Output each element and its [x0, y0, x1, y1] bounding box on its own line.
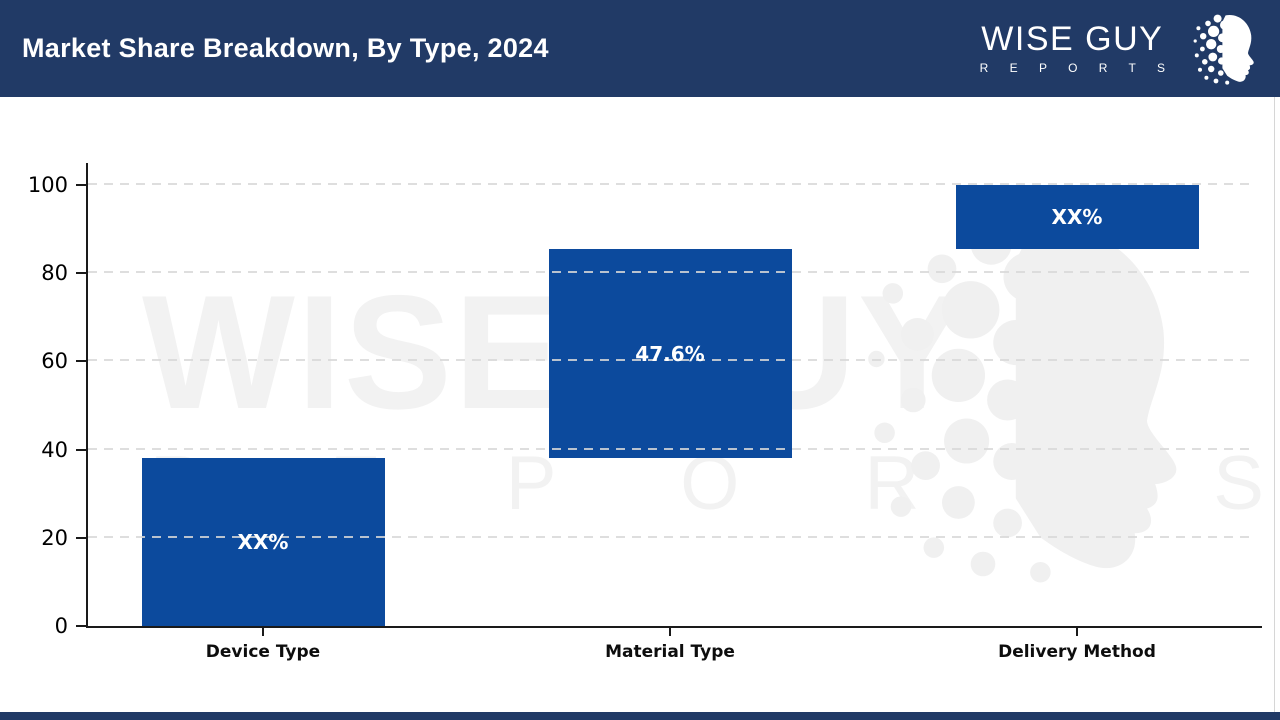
dotted-face-icon — [1176, 8, 1256, 90]
page-title: Market Share Breakdown, By Type, 2024 — [22, 33, 549, 63]
y-axis-tick-label: 80 — [41, 261, 68, 286]
y-axis-tick — [76, 360, 86, 363]
gridline — [88, 447, 1253, 450]
y-axis-tick — [76, 625, 86, 627]
x-axis-category-label: Device Type — [205, 642, 321, 662]
footer-bar — [0, 712, 1280, 720]
gridline — [88, 535, 1253, 538]
y-axis-tick-label: 20 — [41, 525, 68, 550]
bar-chart: 0 20 40 60 80 100 XX% Device Type 47.6% Material … — [28, 163, 1262, 662]
frame-line-right — [1274, 97, 1275, 712]
x-axis-line — [86, 626, 1262, 628]
gridline — [88, 183, 1253, 186]
y-axis-tick-label: 100 — [27, 173, 68, 198]
bar-value-label: XX% — [237, 530, 289, 555]
gridline — [88, 359, 1253, 362]
bar-value-label: 47.6% — [635, 341, 705, 366]
gridline — [88, 271, 1253, 274]
y-axis-tick — [76, 536, 86, 539]
bar-segment — [141, 458, 385, 626]
y-axis-tick-label: 60 — [41, 349, 68, 374]
logo-text: WISE GUY R E P O R T S — [971, 22, 1174, 75]
x-axis-tick — [1076, 628, 1078, 636]
bar-value-label: XX% — [1051, 204, 1103, 229]
x-axis-tick — [262, 628, 264, 636]
x-axis-category-label: Material Type — [605, 642, 735, 662]
bar-segment — [548, 248, 792, 459]
header-bar: Market Share Breakdown, By Type, 2024 WI… — [0, 0, 1280, 97]
y-axis-tick-label: 0 — [54, 614, 68, 638]
x-axis-category-label: Delivery Method — [998, 642, 1156, 662]
y-axis-tick — [76, 448, 86, 451]
logo-wordmark: WISE GUY — [981, 20, 1164, 58]
y-axis-tick — [76, 272, 86, 275]
y-axis-tick-label: 40 — [41, 437, 68, 462]
wise-guy-logo: WISE GUY R E P O R T S — [971, 8, 1256, 90]
logo-subtitle: R E P O R T S — [979, 61, 1174, 75]
y-axis-tick — [76, 184, 86, 187]
x-axis-tick — [669, 628, 671, 636]
y-axis-line — [86, 163, 88, 628]
